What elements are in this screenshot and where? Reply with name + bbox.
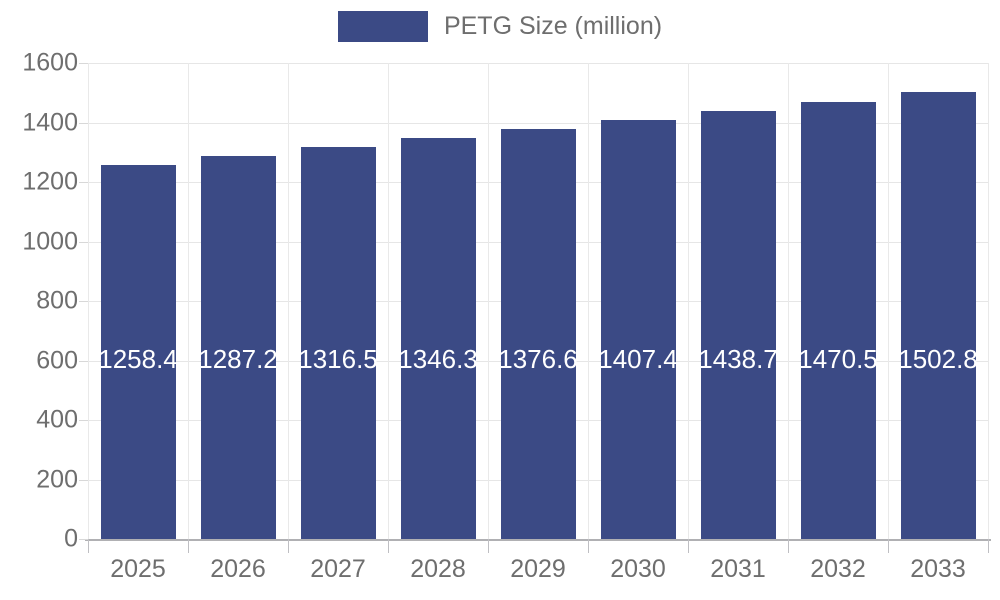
x-axis-tick <box>488 539 489 553</box>
x-axis-tick <box>288 539 289 553</box>
x-axis-line <box>85 539 991 541</box>
y-axis-tick-label: 1400 <box>22 108 78 136</box>
y-axis-tick-label: 800 <box>36 286 78 315</box>
y-axis-tick <box>79 122 88 124</box>
y-axis-tick-label: 200 <box>36 465 78 493</box>
gridline-vertical <box>88 63 89 539</box>
gridline-vertical <box>588 63 589 539</box>
bar[interactable] <box>100 164 176 539</box>
y-axis-tick <box>79 539 88 540</box>
gridline-horizontal <box>88 122 988 124</box>
gridline-vertical <box>388 63 389 539</box>
y-axis-tick-labels: 0 200 400 600 800 1000 1200 1400 1600 <box>0 50 78 551</box>
x-axis-tick <box>88 539 89 553</box>
legend-label: PETG Size (million) <box>443 11 663 40</box>
plot-area: 1258.4 1287.2 1316.5 1346.3 1376.6 1407.4 1438… <box>79 63 991 553</box>
y-axis-tick <box>79 63 88 64</box>
legend-swatch-icon <box>337 10 428 42</box>
y-axis-tick <box>79 241 88 243</box>
x-axis-tick <box>588 539 589 553</box>
x-axis-tick-label: 2027 <box>310 555 366 583</box>
y-axis-tick-label: 1200 <box>22 167 78 196</box>
x-axis-tick-labels: 2025 2026 2027 2028 2029 2030 2031 2032 2033 <box>88 557 988 597</box>
x-axis-tick-label: 2030 <box>610 555 666 583</box>
gridline-vertical <box>988 63 989 539</box>
x-axis-tick <box>788 539 789 553</box>
bar[interactable] <box>900 91 976 539</box>
gridline-vertical <box>188 63 189 539</box>
x-axis-tick-label: 2032 <box>810 555 866 583</box>
y-axis-tick <box>79 301 88 302</box>
gridline-vertical <box>288 63 289 539</box>
bar[interactable] <box>500 129 576 539</box>
y-axis-tick <box>79 182 88 183</box>
x-axis-tick <box>688 539 689 553</box>
gridline-vertical <box>788 63 789 539</box>
x-axis-tick-label: 2026 <box>210 555 266 583</box>
bar[interactable] <box>600 120 676 539</box>
y-axis-tick <box>79 360 88 362</box>
bar[interactable] <box>800 101 876 539</box>
chart-legend: PETG Size (million) <box>0 0 1000 52</box>
x-axis-tick <box>388 539 389 553</box>
bar[interactable] <box>300 147 376 539</box>
x-axis-tick-label: 2033 <box>910 555 966 583</box>
y-axis-tick <box>79 479 88 481</box>
x-axis-tick <box>988 539 989 553</box>
y-axis-tick <box>79 420 88 421</box>
legend-entry-petg-size[interactable]: PETG Size (million) <box>337 10 663 42</box>
y-axis-tick-label: 600 <box>36 346 78 374</box>
gridline-vertical <box>688 63 689 539</box>
y-axis-tick-label: 1000 <box>22 227 78 255</box>
y-axis-tick-label: 0 <box>64 524 78 553</box>
x-axis-tick-label: 2025 <box>110 555 166 583</box>
gridline-horizontal <box>88 63 988 64</box>
x-axis-tick <box>188 539 189 553</box>
x-axis-tick-label: 2031 <box>710 555 766 583</box>
gridline-vertical <box>888 63 889 539</box>
gridline-vertical <box>488 63 489 539</box>
bar[interactable] <box>700 111 776 539</box>
x-axis-tick-label: 2028 <box>410 555 466 583</box>
y-axis-tick-label: 1600 <box>22 48 78 77</box>
y-axis-tick-label: 400 <box>36 405 78 434</box>
bar[interactable] <box>200 156 276 539</box>
x-axis-tick <box>888 539 889 553</box>
bar[interactable] <box>400 138 476 539</box>
x-axis-tick-label: 2029 <box>510 555 566 583</box>
